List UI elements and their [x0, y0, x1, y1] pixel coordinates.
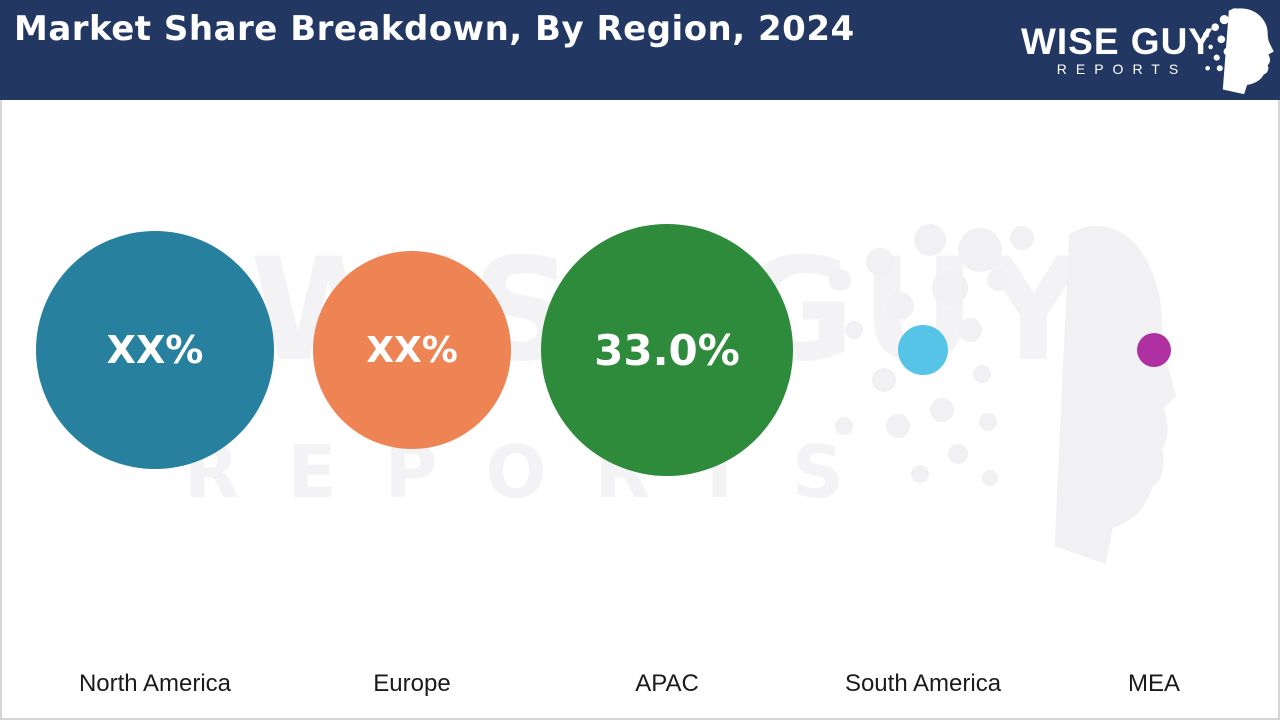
bubble-north-america: XX%	[36, 231, 274, 469]
bubble-apac: 33.0%	[541, 224, 793, 476]
header-band: Market Share Breakdown, By Region, 2024 …	[0, 0, 1280, 100]
chart-area: WISE GUY REPORTS XX%North AmericaXX%Euro…	[0, 100, 1280, 720]
bubble-south-america	[898, 325, 948, 375]
logo-sub-text: REPORTS	[1056, 60, 1188, 77]
bubble-layer: XX% North America XX% Europe 33.0% APAC South …	[2, 100, 1280, 720]
region-label-north-america: North America	[78, 670, 232, 697]
bubble-mea	[1137, 333, 1171, 367]
bubble-value-label: XX%	[366, 329, 458, 371]
logo-text: WISE GUY REPORTS	[1020, 20, 1214, 77]
region-label-south-america: South America	[844, 670, 1002, 697]
bubble-europe: XX%	[313, 251, 511, 449]
region-label-europe: Europe	[373, 670, 451, 697]
bubble-value-label: 33.0%	[594, 325, 740, 375]
logo-face-icon	[1203, 8, 1274, 95]
logo-name-text: WISE GUY	[1020, 20, 1214, 62]
wise-guy-reports-logo: WISE GUY REPORTS	[1021, 4, 1276, 96]
bubble-value-label: XX%	[106, 328, 204, 372]
region-label-mea: MEA	[1127, 670, 1180, 697]
page-title: Market Share Breakdown, By Region, 2024	[14, 9, 855, 49]
region-label-apac: APAC	[635, 670, 699, 697]
